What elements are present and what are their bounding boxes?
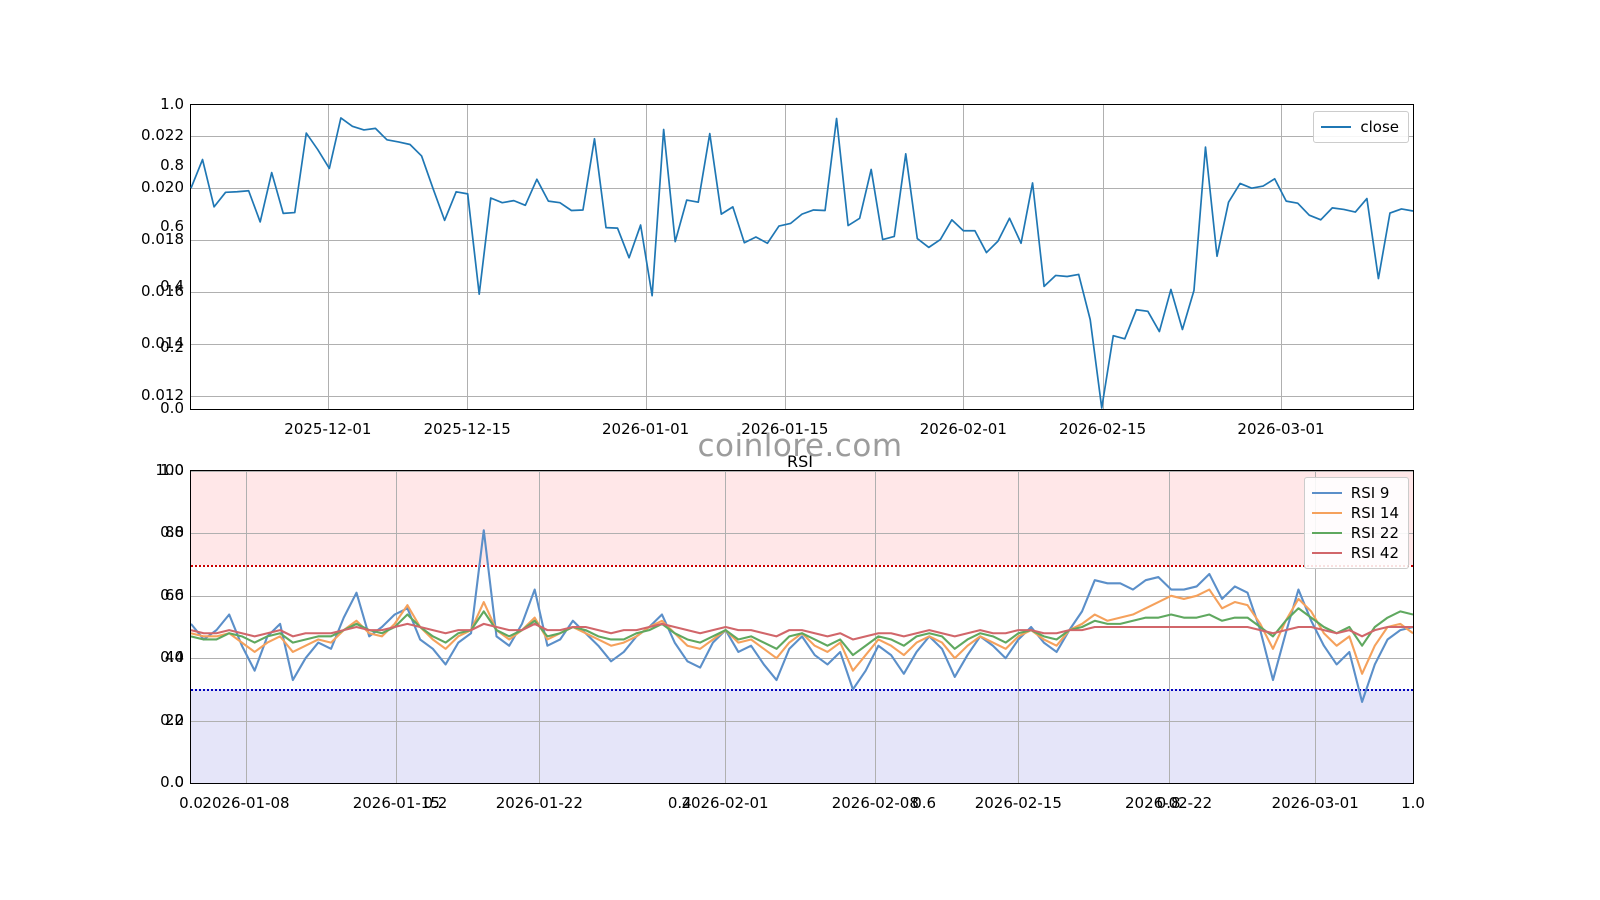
legend-label: RSI 42 [1350, 544, 1399, 562]
y-axis-tick-label: 20 [164, 710, 184, 729]
overlay-x-axis-tick-label: 0.4 [667, 794, 692, 812]
overlay-y-axis-tick-label: 0.2 [160, 710, 184, 729]
legend-swatch-icon [1311, 552, 1342, 554]
y-axis-tick-label: 0.020 [141, 178, 184, 197]
rsi-series-rsi-9 [191, 529, 1413, 703]
gridline [1315, 471, 1317, 783]
y-axis-tick-label: 40 [164, 648, 184, 667]
overlay-y-axis-tick-label: 0.4 [160, 648, 184, 667]
legend-item[interactable]: RSI 42 [1311, 543, 1399, 563]
x-axis-tick-label: 2026-02-15 [1059, 420, 1147, 438]
y-axis-tick-label: 0.012 [141, 386, 184, 404]
x-axis-tick-label: 2026-01-08 [202, 794, 290, 812]
x-axis-tick-label: 2026-02-22 [1125, 794, 1213, 812]
overlay-y-axis-tick-label: 0.8 [160, 523, 184, 542]
oversold-band [191, 689, 1413, 783]
overlay-y-axis-tick-label: 0.6 [160, 585, 184, 604]
x-axis-tick-label: 2026-02-01 [919, 420, 1007, 438]
y-axis-tick-label: 0.014 [141, 334, 184, 352]
legend-item[interactable]: RSI 14 [1311, 503, 1399, 523]
gridline [191, 344, 1413, 346]
legend-label: RSI 22 [1350, 524, 1399, 542]
price-legend[interactable]: close [1313, 111, 1409, 143]
price-series-close [190, 117, 1414, 409]
watermark: coinlore.com [697, 428, 903, 464]
x-axis-tick-label: 2026-02-08 [831, 794, 919, 812]
rsi-chart-plot-area: RSI 9 RSI 14 RSI 22 RSI 42 [190, 470, 1414, 784]
overlay-x-axis-tick-label: 0.0 [179, 794, 203, 812]
y-axis-tick-label: 60 [164, 585, 184, 604]
legend-label: RSI 14 [1350, 504, 1399, 522]
gridline [467, 105, 469, 409]
gridline [191, 783, 1413, 784]
y-axis-tick-label: 100 [155, 461, 184, 479]
y-axis-tick-label: 0 [174, 773, 184, 791]
overlay-y-axis-tick-label: 0.2 [160, 338, 184, 357]
x-axis-tick-label: 2025-12-01 [284, 420, 372, 438]
legend-item[interactable]: close [1321, 117, 1399, 137]
price-close-line [190, 117, 1414, 409]
x-axis-tick-label: 2025-12-15 [423, 420, 511, 438]
overlay-x-axis-tick-label: 0.2 [423, 794, 448, 812]
x-axis-tick-label: 2026-03-01 [1271, 794, 1359, 812]
overlay-y-axis-tick-label: 0.0 [160, 399, 184, 417]
gridline [191, 136, 1413, 138]
legend-item[interactable]: RSI 22 [1311, 523, 1399, 543]
x-axis-tick-label: 2026-02-15 [974, 794, 1062, 812]
overlay-y-axis-tick-label: 0.8 [160, 155, 184, 174]
y-axis-tick-label: 80 [164, 523, 184, 542]
x-axis-tick-label: 2026-02-01 [681, 794, 769, 812]
gridline [1102, 105, 1104, 409]
price-chart-plot-area: close [190, 104, 1414, 410]
overbought-band [191, 471, 1413, 565]
rsi-legend[interactable]: RSI 9 RSI 14 RSI 22 RSI 42 [1303, 477, 1409, 569]
gridline [327, 105, 329, 409]
y-axis-tick-label: 0.016 [141, 282, 184, 301]
x-axis-tick-label: 2026-01-15 [741, 420, 829, 438]
overlay-y-axis-tick-label: 1.0 [160, 461, 184, 479]
gridline [1281, 105, 1283, 409]
legend-swatch-icon [1311, 532, 1342, 534]
legend-item[interactable]: RSI 9 [1311, 483, 1399, 503]
overlay-x-axis-tick-label: 0.8 [1156, 794, 1181, 812]
gridline [245, 471, 247, 783]
overbought-threshold-line [191, 564, 1413, 567]
legend-swatch-icon [1311, 492, 1342, 494]
rsi-series-lines [191, 529, 1413, 703]
rsi-chart-title: RSI [787, 452, 813, 471]
gridline [1018, 471, 1020, 783]
gridline [191, 533, 1413, 535]
gridline [784, 105, 786, 409]
overlay-y-axis-tick-label: 0.0 [160, 773, 184, 791]
gridline [191, 292, 1413, 294]
gridline [963, 105, 965, 409]
overlay-x-axis-tick-label: 0.6 [912, 794, 937, 812]
overlay-y-axis-tick-label: 0.6 [160, 216, 184, 235]
legend-label: close [1360, 118, 1399, 136]
gridline [875, 471, 877, 783]
legend-label: RSI 9 [1350, 484, 1390, 502]
gridline [191, 396, 1413, 397]
x-axis-tick-label: 2026-03-01 [1237, 420, 1325, 438]
gridline [191, 720, 1413, 722]
rsi-series-rsi-42 [191, 622, 1413, 641]
gridline [191, 188, 1413, 190]
legend-swatch-icon [1321, 126, 1352, 128]
y-axis-tick-label: 0.018 [141, 230, 184, 249]
gridline [191, 240, 1413, 242]
gridline [191, 595, 1413, 597]
x-axis-tick-label: 2026-01-22 [495, 794, 583, 812]
gridline [191, 658, 1413, 660]
rsi-series-rsi-22 [191, 607, 1413, 657]
gridline [191, 471, 1413, 472]
oversold-threshold-line [191, 689, 1413, 692]
overlay-y-axis-tick-label: 0.4 [160, 277, 184, 296]
overlay-x-axis-tick-label: 1.0 [1401, 794, 1425, 812]
x-axis-tick-label: 2026-01-15 [352, 794, 440, 812]
y-axis-tick-label: 0.022 [141, 126, 184, 145]
legend-swatch-icon [1311, 512, 1342, 514]
overlay-y-axis-tick-label: 1.0 [160, 95, 184, 113]
x-axis-tick-label: 2026-01-01 [602, 420, 690, 438]
